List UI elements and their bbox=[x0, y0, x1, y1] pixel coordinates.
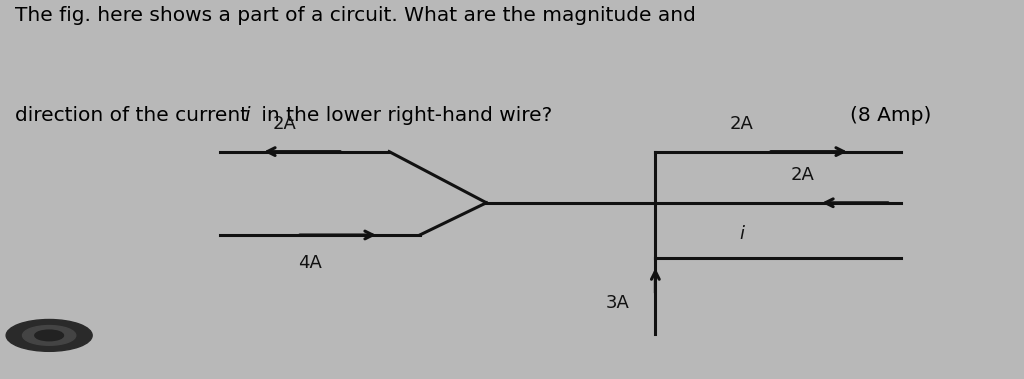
Circle shape bbox=[35, 330, 63, 341]
Text: in the lower right-hand wire?: in the lower right-hand wire? bbox=[255, 106, 552, 125]
Text: 2A: 2A bbox=[272, 115, 296, 133]
Circle shape bbox=[23, 326, 76, 345]
Text: 4A: 4A bbox=[298, 254, 322, 272]
Text: 2A: 2A bbox=[791, 166, 815, 184]
Circle shape bbox=[6, 319, 92, 351]
Text: direction of the current: direction of the current bbox=[15, 106, 255, 125]
Text: (8 Amp): (8 Amp) bbox=[850, 106, 931, 125]
Text: 3A: 3A bbox=[606, 294, 630, 312]
Text: The fig. here shows a part of a circuit. What are the magnitude and: The fig. here shows a part of a circuit.… bbox=[15, 6, 696, 25]
Text: i: i bbox=[739, 225, 743, 243]
Text: i: i bbox=[245, 106, 250, 125]
Text: 2A: 2A bbox=[729, 115, 754, 133]
